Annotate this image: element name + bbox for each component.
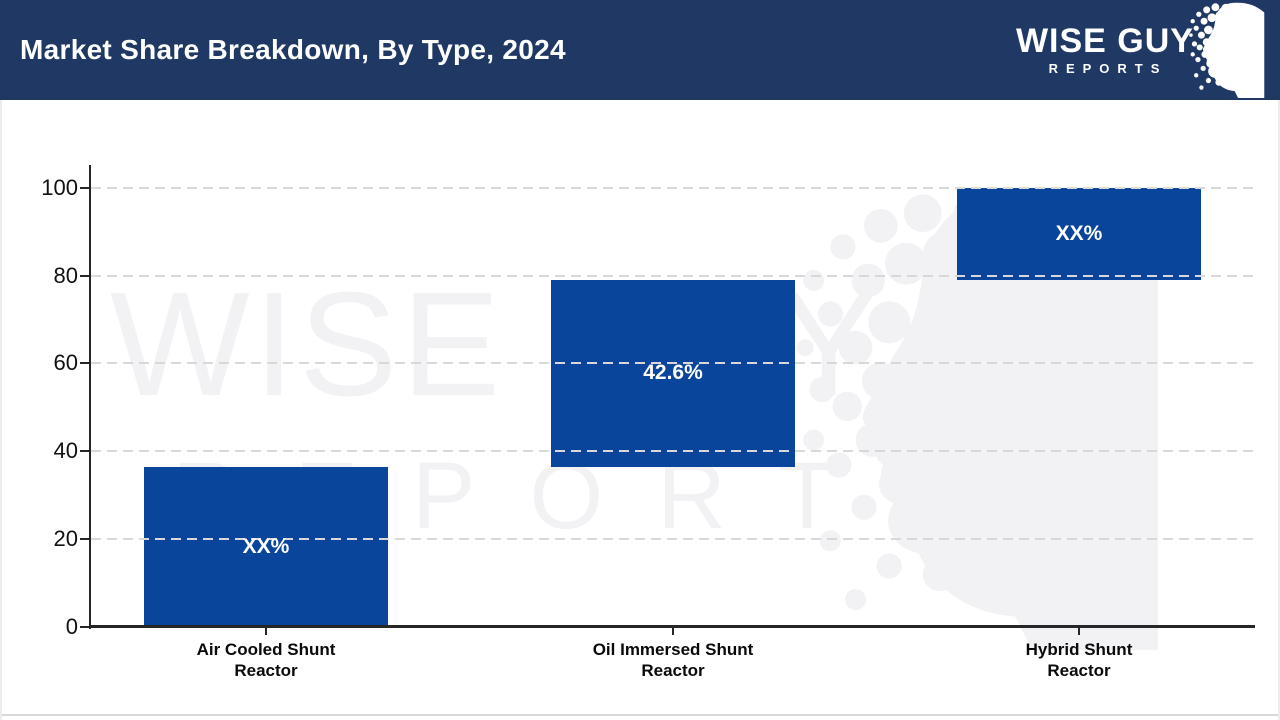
wiseguy-logo-text: WISE GUY REPORTS bbox=[1015, 21, 1194, 77]
wiseguy-logo: WISE GUY REPORTS bbox=[1016, 4, 1268, 96]
category-line1: Oil Immersed Shunt bbox=[592, 640, 754, 659]
x-tick-0 bbox=[265, 627, 267, 635]
y-tick-80 bbox=[80, 274, 89, 277]
y-tick-label-100: 100 bbox=[41, 174, 78, 200]
category-line2: Reactor bbox=[641, 660, 705, 680]
page-title: Market Share Breakdown, By Type, 2024 bbox=[20, 34, 566, 65]
gridline-y80 bbox=[91, 274, 1255, 277]
gridline-y20 bbox=[91, 538, 1255, 541]
y-tick-label-20: 20 bbox=[53, 526, 78, 552]
plot-area: XX% Air Cooled Shunt Reactor 42.6% Oil Immer… bbox=[80, 165, 1255, 680]
y-tick-0 bbox=[80, 626, 89, 628]
bar-value-label-0: XX% bbox=[242, 534, 290, 558]
logo-sub-text: REPORTS bbox=[1048, 61, 1168, 77]
x-axis-line bbox=[89, 625, 1255, 628]
bar-segment-1 bbox=[551, 279, 795, 467]
x-category-label-1: Oil Immersed Shunt Reactor bbox=[503, 640, 843, 681]
y-tick-label-0: 0 bbox=[65, 614, 78, 639]
category-line2: Reactor bbox=[1047, 660, 1111, 680]
y-tick-100 bbox=[80, 186, 89, 189]
gridline-y60 bbox=[91, 362, 1255, 365]
bottom-divider bbox=[2, 714, 1278, 716]
x-category-label-2: Hybrid Shunt Reactor bbox=[909, 640, 1249, 681]
y-tick-label-80: 80 bbox=[53, 262, 78, 288]
y-axis-line bbox=[89, 165, 91, 629]
category-line1: Hybrid Shunt bbox=[1025, 640, 1133, 659]
logo-name-text: WISE GUY bbox=[1015, 21, 1194, 60]
bar-segment-0 bbox=[144, 466, 388, 627]
y-tick-20 bbox=[80, 538, 89, 541]
header-bar: Market Share Breakdown, By Type, 2024 WI… bbox=[0, 0, 1280, 100]
bar-segment-2 bbox=[957, 187, 1201, 280]
x-tick-1 bbox=[672, 627, 674, 635]
x-category-label-0: Air Cooled Shunt Reactor bbox=[96, 640, 436, 681]
gridline-y40 bbox=[91, 450, 1255, 453]
y-axis-labels: 0 20 40 60 80 100 bbox=[2, 165, 78, 639]
wiseguy-head-icon bbox=[1182, 2, 1268, 98]
y-tick-label-40: 40 bbox=[53, 438, 78, 464]
y-tick-60 bbox=[80, 362, 89, 365]
chart-area: WISE GUY REPORTS 0 20 40 60 80 100 XX% Air Coo… bbox=[0, 100, 1280, 720]
gridline-y100 bbox=[91, 186, 1255, 189]
y-tick-label-60: 60 bbox=[53, 350, 78, 376]
x-tick-2 bbox=[1078, 627, 1080, 635]
bar-value-label-2: XX% bbox=[1055, 221, 1103, 245]
category-line1: Air Cooled Shunt bbox=[196, 640, 336, 659]
y-tick-40 bbox=[80, 450, 89, 453]
bar-value-label-1: 42.6% bbox=[643, 361, 703, 385]
category-line2: Reactor bbox=[234, 660, 298, 680]
